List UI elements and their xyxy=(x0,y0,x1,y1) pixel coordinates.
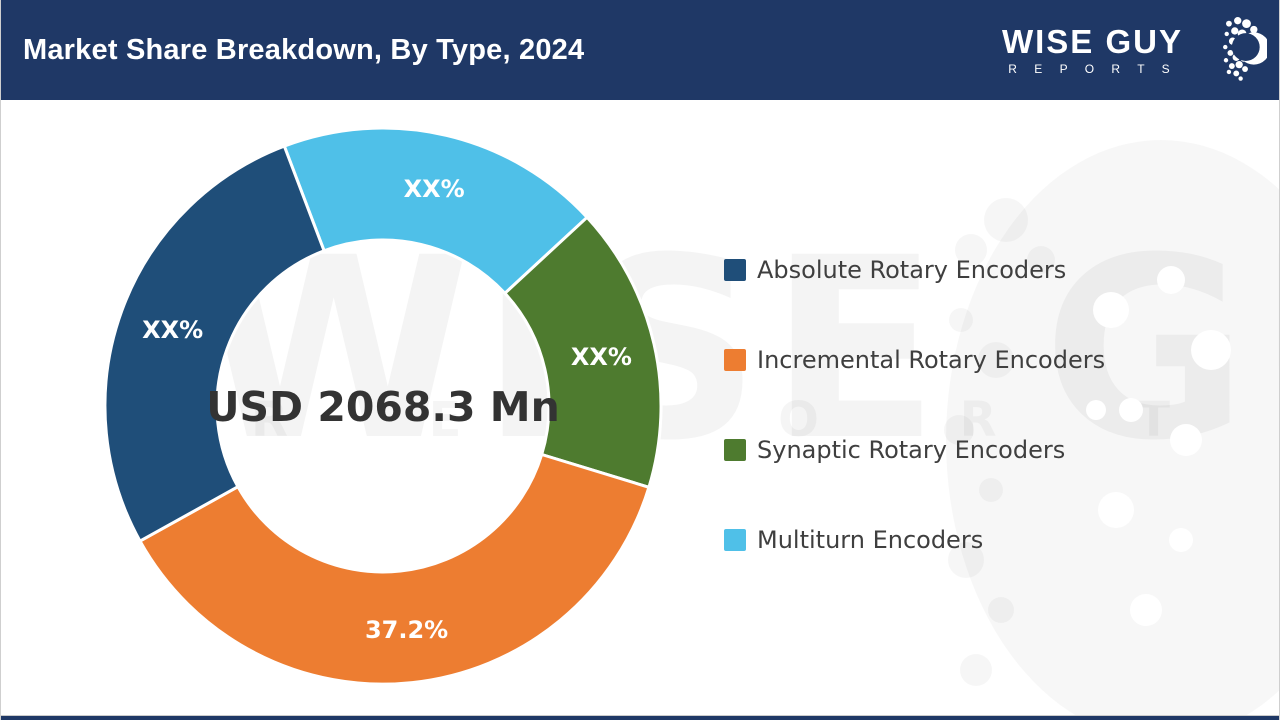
watermark-face-icon xyxy=(1086,266,1231,626)
legend-item-synaptic-rotary-encoders: Synaptic Rotary Encoders xyxy=(724,435,1105,465)
donut-value-label-incremental-rotary-encoders: 37.2% xyxy=(365,616,448,644)
donut-segment-incremental-rotary-encoders xyxy=(138,453,651,686)
header: Market Share Breakdown, By Type, 2024 WI… xyxy=(1,0,1279,100)
legend-item-multiturn-encoders: Multiturn Encoders xyxy=(724,525,1105,555)
legend-item-incremental-rotary-encoders: Incremental Rotary Encoders xyxy=(724,345,1105,375)
legend-swatch-incremental-rotary-encoders xyxy=(724,349,746,371)
legend-swatch-absolute-rotary-encoders xyxy=(724,259,746,281)
logo-wordmark-line2: R E P O R T S xyxy=(1008,61,1177,76)
donut-value-label-absolute-rotary-encoders: XX% xyxy=(142,316,203,344)
donut-value-label-multiturn-encoders: XX% xyxy=(404,175,465,203)
wise-guy-reports-logo: WISE GUY R E P O R T S xyxy=(1002,10,1267,90)
donut-segment-absolute-rotary-encoders xyxy=(103,144,326,543)
footer-divider xyxy=(1,715,1279,716)
footer-accent-bar xyxy=(1,716,1279,720)
donut-segment-multiturn-encoders xyxy=(282,126,589,295)
legend-swatch-synaptic-rotary-encoders xyxy=(724,439,746,461)
legend: Absolute Rotary Encoders Incremental Rot… xyxy=(724,255,1105,555)
page-title: Market Share Breakdown, By Type, 2024 xyxy=(23,33,585,66)
watermark-subtext: R E P O R T S xyxy=(251,392,1279,448)
legend-label-synaptic-rotary-encoders: Synaptic Rotary Encoders xyxy=(757,436,1066,464)
legend-swatch-multiturn-encoders xyxy=(724,529,746,551)
donut-center-value: USD 2068.3 Mn xyxy=(206,383,560,431)
logo-wordmark-line1: WISE GUY xyxy=(1001,22,1183,60)
logo-face-icon xyxy=(1223,17,1267,81)
logo-wordmark: WISE GUY R E P O R T S xyxy=(1002,25,1183,76)
donut-value-label-synaptic-rotary-encoders: XX% xyxy=(571,343,632,371)
legend-item-absolute-rotary-encoders: Absolute Rotary Encoders xyxy=(724,255,1105,285)
legend-label-absolute-rotary-encoders: Absolute Rotary Encoders xyxy=(757,256,1067,284)
legend-label-multiturn-encoders: Multiturn Encoders xyxy=(757,526,984,554)
legend-label-incremental-rotary-encoders: Incremental Rotary Encoders xyxy=(757,346,1106,374)
